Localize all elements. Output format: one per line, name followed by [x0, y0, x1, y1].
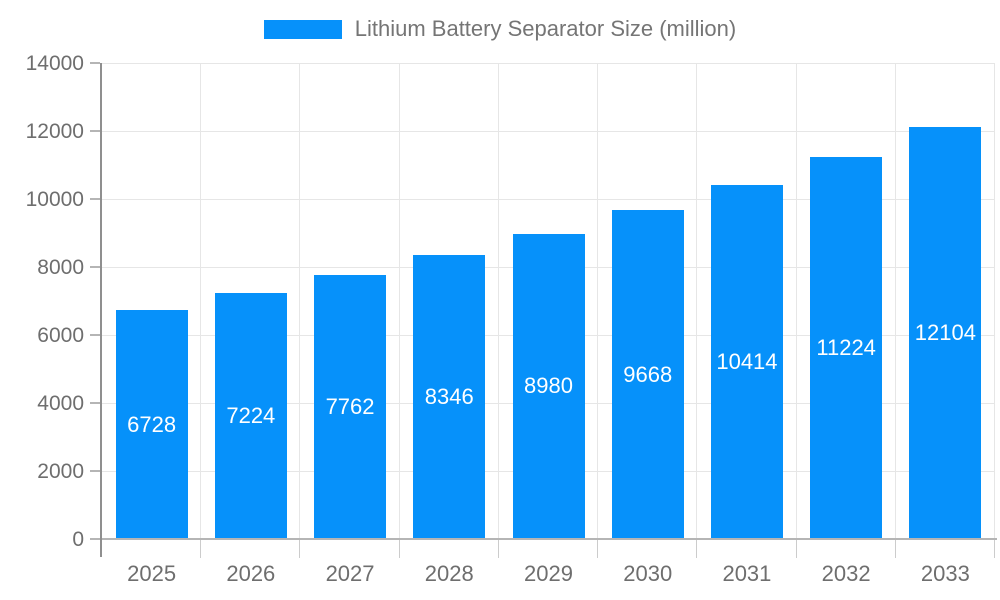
y-axis-tick: [90, 538, 100, 540]
bar-2029: 8980: [512, 233, 585, 539]
gridline-vertical: [696, 63, 698, 539]
x-axis-tick: [497, 540, 499, 558]
gridline-horizontal: [102, 131, 995, 132]
bar-2030: 9668: [611, 210, 684, 539]
gridline-vertical: [497, 63, 499, 539]
bar-value-label: 11224: [816, 335, 876, 361]
bar-2033: 12104: [909, 127, 982, 539]
x-axis-tick-label: 2028: [424, 561, 474, 586]
y-axis-tick-label: 2000: [37, 460, 84, 483]
y-axis-tick-label: 6000: [37, 324, 84, 347]
x-axis-tick-label: 2032: [821, 561, 871, 586]
bar-2028: 8346: [413, 255, 486, 539]
x-axis-tick: [894, 540, 896, 558]
bar-value-label: 7224: [226, 403, 276, 429]
y-axis-tick: [90, 198, 100, 200]
y-axis-tick: [90, 62, 100, 64]
x-axis-line: [100, 538, 997, 540]
bar-value-label: 7762: [325, 394, 375, 420]
x-axis-tick-label: 2025: [127, 561, 177, 586]
gridline-horizontal: [102, 63, 995, 64]
x-axis-tick: [795, 540, 797, 558]
gridline-vertical: [200, 63, 202, 539]
legend-swatch: [263, 19, 342, 39]
x-axis-tick-label: 2033: [920, 561, 970, 586]
x-axis-tick-label: 2031: [722, 561, 772, 586]
x-axis-tick-label: 2027: [325, 561, 375, 586]
bar-value-label: 6728: [127, 411, 177, 437]
y-axis-tick: [90, 130, 100, 132]
bar-value-label: 8346: [424, 384, 474, 410]
gridline-horizontal: [102, 199, 995, 200]
y-axis-tick-label: 0: [72, 528, 84, 551]
y-axis-tick-label: 8000: [37, 256, 84, 279]
y-axis-tick-label: 4000: [37, 392, 84, 415]
bar-2025: 6728: [115, 310, 188, 539]
legend-label: Lithium Battery Separator Size (million): [354, 16, 737, 41]
y-axis-tick-label: 10000: [25, 188, 84, 211]
y-axis-tick-label: 14000: [25, 52, 84, 75]
x-axis-tick: [200, 540, 202, 558]
gridline-vertical: [994, 63, 995, 539]
gridline-vertical: [597, 63, 599, 539]
bar-value-label: 9668: [623, 361, 673, 387]
bar-value-label: 10414: [716, 348, 778, 374]
y-axis-tick: [90, 402, 100, 404]
bar-value-label: 12104: [914, 320, 976, 346]
legend-item[interactable]: Lithium Battery Separator Size (million): [0, 16, 1000, 42]
x-axis-tick-label: 2030: [623, 561, 673, 586]
x-axis-tick: [597, 540, 599, 558]
x-axis-tick: [696, 540, 698, 558]
gridline-vertical: [894, 63, 896, 539]
bar-2026: 7224: [214, 293, 287, 539]
y-axis-tick: [90, 266, 100, 268]
plot-area: 6728 7224 7762 8346 8980 9668 10414 11224 12104: [102, 63, 995, 539]
x-axis-tick-label: 2026: [226, 561, 276, 586]
gridline-vertical: [299, 63, 301, 539]
bar-value-label: 8980: [524, 373, 573, 399]
y-axis-tick: [90, 334, 100, 336]
x-axis-tick: [398, 540, 400, 558]
gridline-vertical: [398, 63, 400, 539]
bar-2031: 10414: [710, 184, 783, 539]
gridline-vertical: [795, 63, 797, 539]
x-axis-tick: [299, 540, 301, 558]
y-axis-tick: [90, 470, 100, 472]
y-axis-tick-label: 12000: [25, 120, 84, 143]
x-axis-tick-label: 2029: [524, 561, 573, 586]
y-axis-line: [100, 63, 102, 557]
bar-2032: 11224: [810, 157, 883, 539]
x-axis-tick: [994, 540, 995, 558]
bar-2027: 7762: [314, 275, 387, 539]
